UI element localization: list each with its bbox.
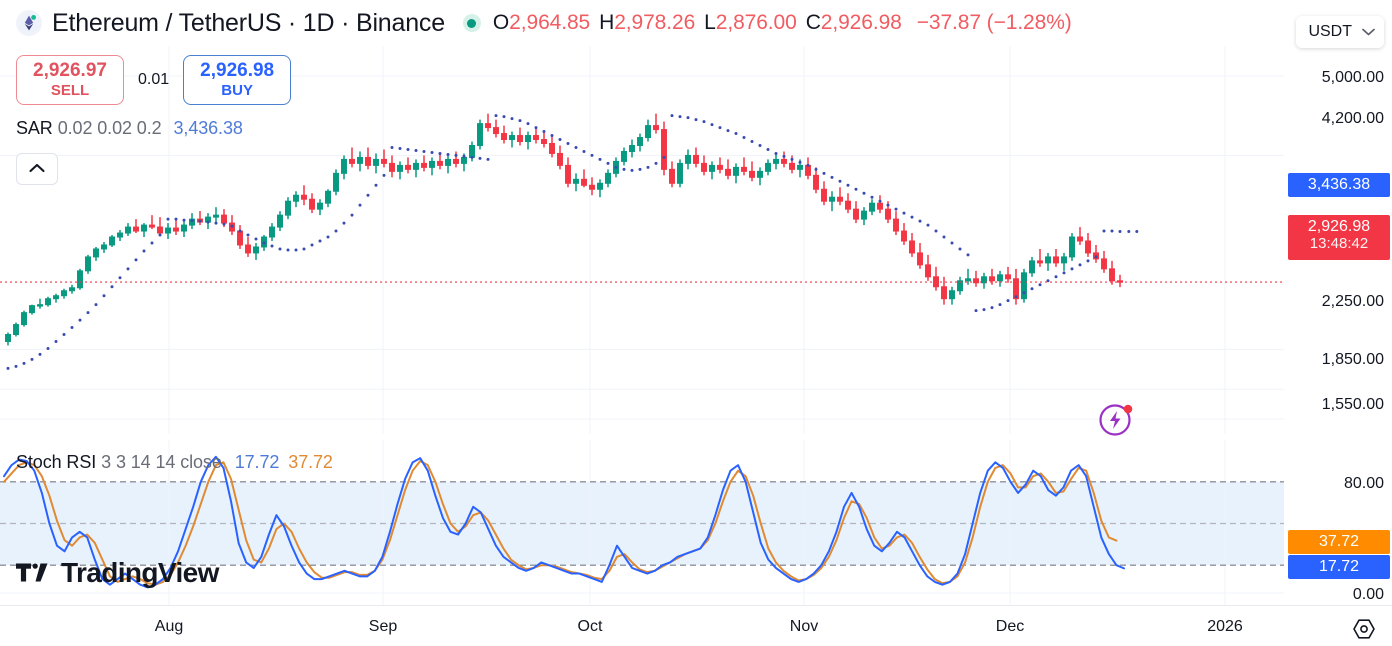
price-axis-label: 5,000.00 — [1321, 69, 1384, 86]
ohlc-high-label: H — [599, 11, 615, 34]
sar-legend-params: 0.02 0.02 0.2 — [57, 118, 162, 138]
ohlc-low-value: 2,876.00 — [715, 11, 797, 34]
sar-legend-name: SAR — [16, 118, 53, 138]
settings-gear-icon[interactable] — [1352, 618, 1376, 640]
stoch-rsi-legend[interactable]: Stoch RSI 3 3 14 14 close 17.72 37.72 — [16, 452, 333, 473]
last-price-value: 2,926.98 — [1307, 218, 1371, 235]
lightning-bolt-icon[interactable] — [1098, 400, 1136, 438]
osc-axis-label-top: 80.00 — [1343, 475, 1384, 492]
last-price-tag: 2,926.98 13:48:42 — [1288, 215, 1390, 260]
sell-price: 2,926.97 — [33, 60, 107, 82]
ohlc-high-value: 2,978.26 — [614, 11, 696, 34]
ohlc-low-label: L — [704, 11, 716, 34]
price-axis-label: 2,250.00 — [1321, 293, 1384, 310]
ohlc-open-label: O — [492, 11, 510, 34]
tradingview-logo-icon — [16, 561, 52, 585]
time-axis-label: Nov — [789, 618, 819, 635]
stoch-legend-k-value: 17.72 — [234, 452, 280, 472]
live-status-indicator — [462, 14, 481, 32]
price-axis[interactable]: 5,000.00 4,200.00 3,436.38 2,926.98 13:4… — [1284, 46, 1392, 605]
price-axis-label: 1,550.00 — [1321, 396, 1384, 413]
trade-buttons: 2,926.97 SELL 0.01 2,926.98 BUY — [16, 55, 292, 105]
collapse-pane-button[interactable] — [16, 153, 58, 185]
time-axis[interactable]: Aug Sep Oct Nov Dec 2026 — [0, 605, 1392, 646]
osc-axis-label-bottom: 0.00 — [1352, 586, 1384, 603]
chart-header: Ethereum / TetherUS · 1D · Binance O2,96… — [0, 0, 1392, 46]
stoch-legend-name: Stoch RSI — [16, 452, 97, 472]
currency-selector-value: USDT — [1308, 23, 1352, 40]
sell-label: SELL — [50, 82, 90, 100]
stoch-d-tag: 37.72 — [1288, 530, 1390, 554]
bar-countdown: 13:48:42 — [1309, 235, 1369, 252]
stoch-legend-params: 3 3 14 14 close — [101, 452, 222, 472]
stoch-legend-d-value: 37.72 — [288, 452, 333, 472]
price-chart-pane[interactable] — [0, 46, 1284, 434]
sar-indicator-legend[interactable]: SAR 0.02 0.02 0.2 3,436.38 — [16, 118, 243, 139]
tradingview-watermark: TradingView — [16, 557, 219, 589]
currency-selector[interactable]: USDT — [1296, 16, 1384, 48]
tradingview-logo-text: TradingView — [61, 557, 219, 588]
stoch-k-tag: 17.72 — [1288, 555, 1390, 579]
time-axis-label: Dec — [995, 618, 1025, 635]
ohlc-change-value: −37.87 (−1.28%) — [916, 11, 1072, 34]
ohlc-open-value: 2,964.85 — [509, 11, 591, 34]
price-axis-label: 1,850.00 — [1321, 351, 1384, 368]
chevron-up-icon — [29, 160, 45, 178]
sar-legend-value: 3,436.38 — [173, 118, 243, 138]
ohlc-close-label: C — [805, 11, 821, 34]
ohlc-close-value: 2,926.98 — [820, 11, 902, 34]
time-axis-label: 2026 — [1207, 618, 1243, 635]
chevron-down-icon — [1352, 28, 1375, 36]
ethereum-logo-icon — [16, 10, 42, 36]
stoch-rsi-pane[interactable] — [0, 440, 1284, 605]
sell-button[interactable]: 2,926.97 SELL — [16, 55, 124, 105]
symbol-title[interactable]: Ethereum / TetherUS · 1D · Binance — [52, 8, 445, 37]
price-axis-label: 4,200.00 — [1321, 110, 1384, 127]
buy-button[interactable]: 2,926.98 BUY — [183, 55, 292, 105]
ohlc-values: O2,964.85 H2,978.26 L2,876.00 C2,926.98 −37.… — [493, 11, 1072, 35]
time-axis-label: Oct — [577, 618, 603, 635]
buy-label: BUY — [221, 82, 253, 100]
spread-value: 0.01 — [138, 71, 170, 88]
time-axis-label: Sep — [368, 618, 398, 635]
sar-price-tag: 3,436.38 — [1288, 173, 1390, 197]
time-axis-label: Aug — [154, 618, 184, 635]
buy-price: 2,926.98 — [200, 60, 275, 82]
